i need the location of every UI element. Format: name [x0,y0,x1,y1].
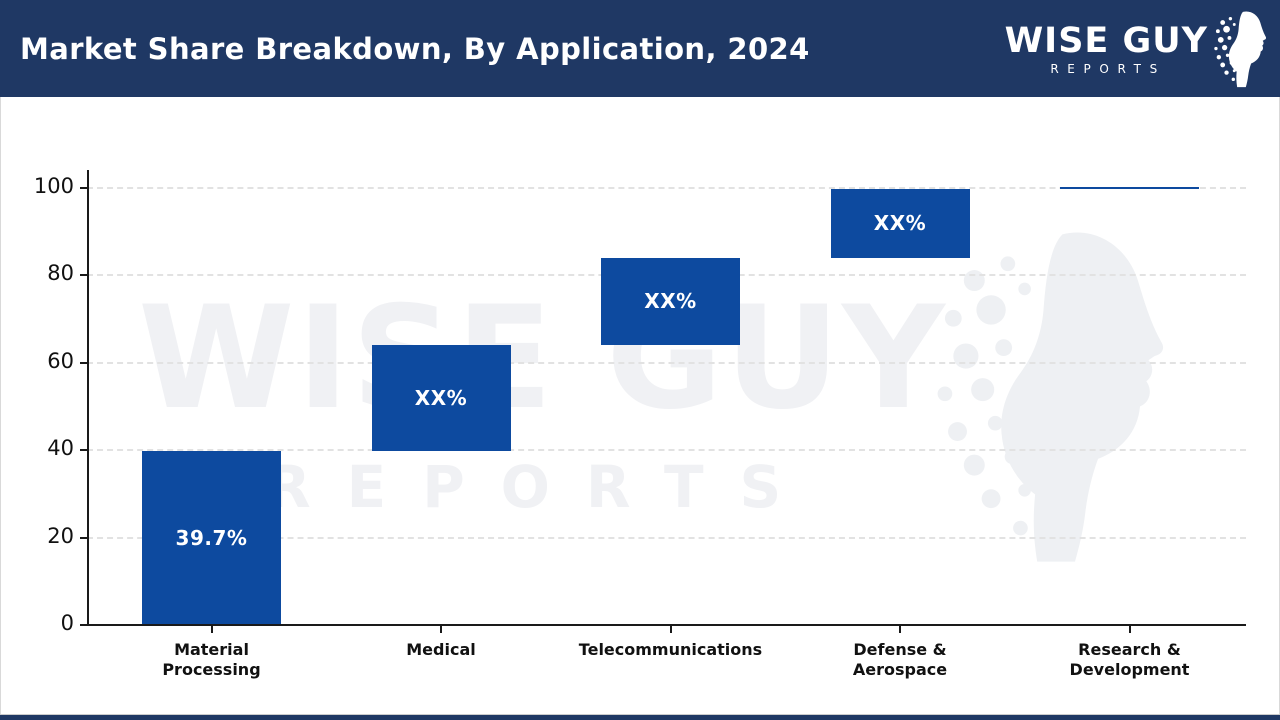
y-tick-label-80: 80 [47,261,74,285]
x-tick-2 [669,626,672,633]
x-category-line: Medical [406,640,476,659]
x-category-label-2: Telecommunications [556,640,786,660]
watermark-face-dots-icon [937,232,1164,562]
gridline-20 [87,536,1246,539]
gridline-60 [87,361,1246,364]
x-tick-4 [1128,626,1131,633]
footer-bar [0,715,1280,720]
x-tick-3 [899,626,901,633]
gridline-100 [87,186,1246,189]
x-category-line: Research & [1078,640,1181,659]
y-tick-60 [80,361,87,364]
y-axis-line [87,170,89,626]
wiseguy-logo: WISE GUY REPORTS [1005,10,1270,89]
y-tick-0 [80,624,87,626]
x-category-line: Telecommunications [578,640,763,659]
y-tick-80 [80,274,87,276]
y-tick-20 [80,536,87,539]
bar-value-label-2: XX% [644,289,697,314]
footer-divider [0,714,1280,715]
logo-wordmark: WISE GUY [1004,20,1208,61]
y-tick-label-20: 20 [47,523,74,548]
x-category-label-0: Material Processing [97,640,327,681]
x-category-label-3: Defense & Aerospace [785,640,1015,681]
gridline-40 [87,449,1246,451]
x-category-line: Defense & [853,640,947,659]
page-title: Market Share Breakdown, By Application, … [20,31,810,66]
y-tick-label-100: 100 [33,173,74,198]
x-category-line: Aerospace [852,660,948,680]
x-category-line: Development [1069,660,1190,680]
y-tick-label-0: 0 [60,611,74,635]
y-tick-40 [80,449,87,451]
bar-2: XX% [601,257,740,345]
logo-face-dots-icon [1214,11,1267,88]
watermark-subtext: REPORTS [266,453,818,521]
bar-value-label-3: XX% [873,211,927,236]
bar-0: 39.7% [142,451,281,625]
x-category-line: Processing [162,660,261,680]
bar-value-label-0: 39.7% [175,526,248,551]
x-axis-line [87,624,1246,626]
x-category-label-4: Research & Development [1015,640,1245,681]
x-category-label-1: Medical [326,640,556,660]
bar-3: XX% [830,188,970,258]
y-tick-100 [80,186,87,189]
x-tick-1 [440,626,442,633]
y-tick-label-60: 60 [47,348,74,373]
logo-text: WISE GUY REPORTS [1004,20,1208,76]
bar-1: XX% [371,345,511,452]
bar-4 [1060,186,1199,189]
x-category-line: Material [174,640,249,659]
x-tick-0 [210,626,213,633]
header: Market Share Breakdown, By Application, … [0,0,1280,97]
y-tick-label-40: 40 [47,436,74,460]
watermark-wordmark: WISE GUY [138,276,947,441]
logo-subtext: REPORTS [1050,61,1166,76]
watermark: WISE GUY REPORTS [138,276,947,521]
bar-value-label-1: XX% [414,386,468,411]
